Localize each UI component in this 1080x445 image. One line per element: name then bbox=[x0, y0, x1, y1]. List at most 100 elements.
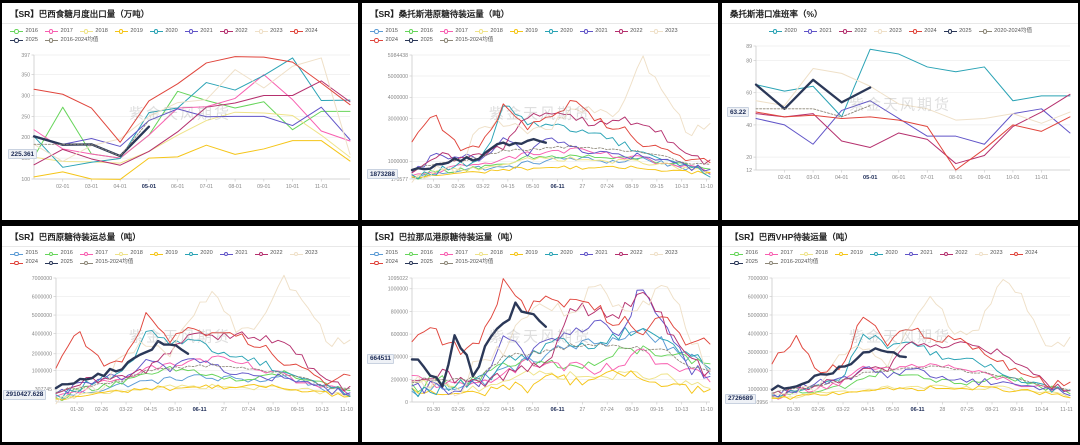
legend-item-2019[interactable]: 2019 bbox=[509, 251, 538, 258]
legend-marker-icon bbox=[803, 28, 817, 35]
legend-item-2017[interactable]: 2017 bbox=[44, 27, 73, 35]
legend-item-2015-2024均值[interactable]: 2015-2024均值 bbox=[439, 260, 493, 267]
chart-panel-brazil-vhp-waiting[interactable]: 【SR】巴西VHP待装运量（吨） 2016 2017 2018 2019 2020 2021… bbox=[722, 225, 1078, 442]
legend-item-2015-2024均值[interactable]: 2015-2024均值 bbox=[79, 260, 133, 267]
legend-item-2025[interactable]: 2025 bbox=[10, 37, 38, 44]
legend-item-2018[interactable]: 2018 bbox=[474, 251, 503, 258]
legend-item-2016-2024均值[interactable]: 2016-2024均值 bbox=[44, 37, 98, 44]
legend-item-2023[interactable]: 2023 bbox=[873, 27, 902, 35]
legend-item-2016[interactable]: 2016 bbox=[404, 251, 433, 258]
svg-text:800000: 800000 bbox=[391, 309, 408, 315]
legend-marker-icon bbox=[219, 251, 233, 258]
legend-item-2022[interactable]: 2022 bbox=[254, 251, 283, 258]
series-line bbox=[770, 346, 907, 391]
legend-item-2022[interactable]: 2022 bbox=[838, 28, 867, 35]
legend-item-2018[interactable]: 2018 bbox=[799, 251, 828, 258]
legend-item-2020[interactable]: 2020 bbox=[768, 28, 797, 35]
legend-item-2021[interactable]: 2021 bbox=[579, 28, 608, 35]
svg-text:08-01: 08-01 bbox=[228, 184, 241, 190]
legend-item-2021[interactable]: 2021 bbox=[803, 28, 832, 35]
legend-marker-icon bbox=[614, 251, 628, 258]
legend-item-2025[interactable]: 2025 bbox=[404, 37, 433, 44]
legend-marker-icon bbox=[370, 37, 383, 44]
legend-item-2015[interactable]: 2015 bbox=[370, 28, 398, 35]
legend-item-2019[interactable]: 2019 bbox=[509, 28, 538, 35]
legend-item-2024[interactable]: 2024 bbox=[10, 260, 38, 267]
legend-item-2017[interactable]: 2017 bbox=[764, 251, 793, 258]
legend-item-2020[interactable]: 2020 bbox=[184, 251, 213, 258]
legend-item-2018[interactable]: 2018 bbox=[474, 28, 503, 35]
legend-item-2025[interactable]: 2025 bbox=[44, 260, 73, 267]
legend-item-2020[interactable]: 2020 bbox=[544, 251, 573, 258]
legend-marker-icon bbox=[44, 251, 58, 258]
legend-item-2020[interactable]: 2020 bbox=[544, 28, 573, 35]
legend-item-2025[interactable]: 2025 bbox=[404, 260, 433, 267]
svg-text:250: 250 bbox=[21, 114, 30, 120]
chart-panel-brazil-sugar-monthly-exports[interactable]: 【SR】巴西食糖月度出口量（万吨） 2016 2017 2018 2019 2020 202… bbox=[2, 3, 358, 220]
legend-item-2019[interactable]: 2019 bbox=[114, 28, 143, 35]
legend-item-2025[interactable]: 2025 bbox=[730, 260, 758, 267]
chart-panel-santos-port-raw-sugar-waiting[interactable]: 【SR】桑托斯港原糖待装运量（吨） 2015 2016 2017 2018 2019 202… bbox=[362, 3, 718, 220]
legend-item-2018[interactable]: 2018 bbox=[79, 28, 108, 35]
legend-item-2024[interactable]: 2024 bbox=[908, 28, 937, 35]
svg-text:02-26: 02-26 bbox=[812, 407, 825, 413]
chart-panel-paranagua-port-raw-sugar-waiting[interactable]: 【SR】巴拉那瓜港原糖待装运量（吨） 2015 2016 2017 2018 2019 20… bbox=[362, 225, 718, 442]
legend-item-2021[interactable]: 2021 bbox=[219, 250, 248, 258]
svg-text:4000000: 4000000 bbox=[32, 331, 52, 337]
legend-item-2025[interactable]: 2025 bbox=[943, 28, 972, 35]
legend-item-2021[interactable]: 2021 bbox=[184, 28, 213, 35]
legend-item-label: 2017 bbox=[60, 27, 73, 34]
legend-item-2015[interactable]: 2015 bbox=[370, 251, 398, 258]
legend-item-2017[interactable]: 2017 bbox=[439, 28, 468, 35]
legend-item-2023[interactable]: 2023 bbox=[649, 28, 678, 35]
legend-item-2024[interactable]: 2024 bbox=[370, 260, 398, 267]
legend-item-2017[interactable]: 2017 bbox=[79, 251, 108, 258]
legend-item-2016[interactable]: 2016 bbox=[44, 251, 73, 258]
legend-item-2023[interactable]: 2023 bbox=[289, 251, 318, 258]
legend-item-2018[interactable]: 2018 bbox=[114, 251, 143, 258]
legend-item-2024[interactable]: 2024 bbox=[289, 28, 318, 35]
svg-text:08-19: 08-19 bbox=[625, 407, 638, 413]
legend-item-2021[interactable]: 2021 bbox=[579, 251, 608, 258]
legend-item-2020[interactable]: 2020 bbox=[149, 28, 178, 35]
legend-item-2022[interactable]: 2022 bbox=[614, 28, 643, 35]
legend-item-2024[interactable]: 2024 bbox=[1009, 251, 1038, 258]
chart-panel-santos-port-ontime-rate[interactable]: 桑托斯港口准班率（%） 2020 2021 2022 2023 2024 2025 2020-… bbox=[722, 3, 1078, 220]
legend-marker-icon bbox=[873, 28, 887, 35]
svg-text:11-10: 11-10 bbox=[700, 407, 713, 413]
legend-item-2022[interactable]: 2022 bbox=[219, 28, 248, 35]
legend-item-2016[interactable]: 2016 bbox=[730, 251, 758, 258]
legend-item-2024[interactable]: 2024 bbox=[370, 37, 398, 44]
legend-item-2016[interactable]: 2016 bbox=[10, 28, 38, 35]
legend-item-2015-2024均值[interactable]: 2015-2024均值 bbox=[439, 37, 493, 44]
series-line bbox=[771, 365, 1071, 394]
series-line bbox=[411, 55, 711, 183]
legend-marker-icon bbox=[799, 251, 813, 258]
legend-marker-icon bbox=[978, 28, 992, 35]
legend-marker-icon bbox=[149, 28, 163, 35]
chart-panel-brazil-raw-sugar-total-waiting[interactable]: 【SR】巴西原糖待装运总量（吨） 2015 2016 2017 2018 2019 2020… bbox=[2, 225, 358, 442]
legend-item-label: 2023 bbox=[889, 27, 902, 34]
svg-text:11-10: 11-10 bbox=[700, 184, 713, 190]
legend-item-2015[interactable]: 2015 bbox=[10, 251, 38, 258]
legend-item-2023[interactable]: 2023 bbox=[649, 251, 678, 258]
series-line bbox=[55, 362, 351, 393]
legend-item-2020-2024均值[interactable]: 2020-2024均值 bbox=[978, 28, 1032, 35]
legend-marker-icon bbox=[838, 28, 852, 35]
legend-item-2019[interactable]: 2019 bbox=[149, 251, 178, 258]
legend-item-2017[interactable]: 2017 bbox=[439, 251, 468, 258]
legend-item-2016-2024均值[interactable]: 2016-2024均值 bbox=[764, 260, 818, 267]
legend-item-2023[interactable]: 2023 bbox=[254, 28, 283, 35]
series-line bbox=[411, 156, 711, 177]
legend-item-label: 2021 bbox=[235, 250, 248, 257]
legend-item-2020[interactable]: 2020 bbox=[869, 251, 898, 258]
series-line bbox=[771, 365, 1071, 399]
legend-item-2022[interactable]: 2022 bbox=[614, 251, 643, 258]
legend-item-2016[interactable]: 2016 bbox=[404, 28, 433, 35]
legend-item-2023[interactable]: 2023 bbox=[974, 251, 1003, 258]
legend-item-2022[interactable]: 2022 bbox=[939, 251, 968, 258]
chart-legend: 2016 2017 2018 2019 2020 2021 2022 2023 2024 2025… bbox=[2, 23, 358, 47]
legend-item-2021[interactable]: 2021 bbox=[904, 251, 933, 258]
latest-value-label: 2726689 bbox=[725, 393, 756, 404]
legend-item-2019[interactable]: 2019 bbox=[834, 251, 863, 258]
